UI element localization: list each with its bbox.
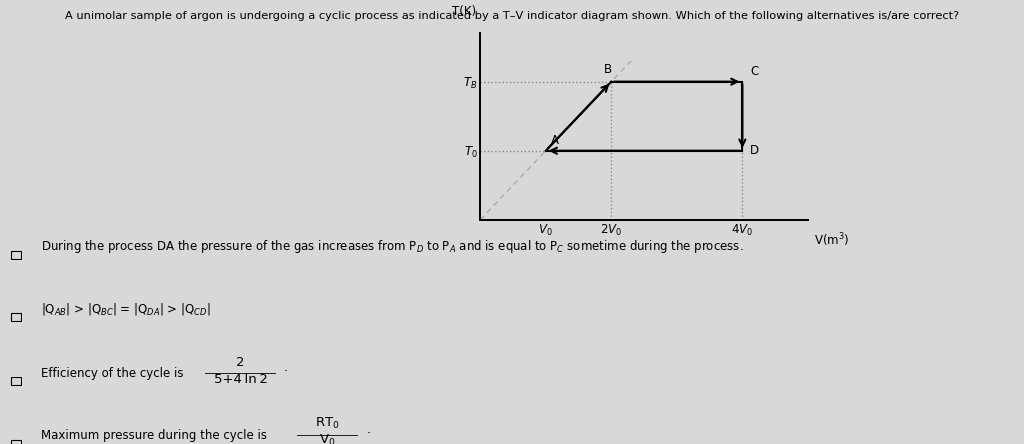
Text: |Q$_{AB}$| > |Q$_{BC}$| = |Q$_{DA}$| > |Q$_{CD}$|: |Q$_{AB}$| > |Q$_{BC}$| = |Q$_{DA}$| > |… — [41, 301, 211, 317]
Text: V(m$^3$): V(m$^3$) — [814, 231, 850, 249]
Bar — [11, 440, 20, 444]
Bar — [11, 251, 20, 259]
Text: .: . — [284, 361, 288, 374]
Text: V$_0$: V$_0$ — [319, 433, 336, 444]
Text: .: . — [367, 424, 371, 436]
Text: Maximum pressure during the cycle is: Maximum pressure during the cycle is — [41, 429, 267, 442]
Text: Efficiency of the cycle is: Efficiency of the cycle is — [41, 367, 183, 380]
Text: During the process DA the pressure of the gas increases from P$_D$ to P$_A$ and : During the process DA the pressure of th… — [41, 238, 743, 255]
Text: 5+4 ln 2: 5+4 ln 2 — [214, 373, 267, 386]
Text: D: D — [751, 144, 760, 157]
Text: B: B — [604, 63, 612, 76]
Bar — [11, 313, 20, 321]
Text: RT$_0$: RT$_0$ — [315, 416, 340, 431]
Text: T(K): T(K) — [452, 5, 476, 18]
Text: C: C — [751, 65, 759, 78]
Text: A unimolar sample of argon is undergoing a cyclic process as indicated by a T–V : A unimolar sample of argon is undergoing… — [65, 11, 959, 21]
Text: 2: 2 — [237, 356, 245, 369]
Bar — [11, 377, 20, 385]
Text: A: A — [551, 134, 559, 147]
